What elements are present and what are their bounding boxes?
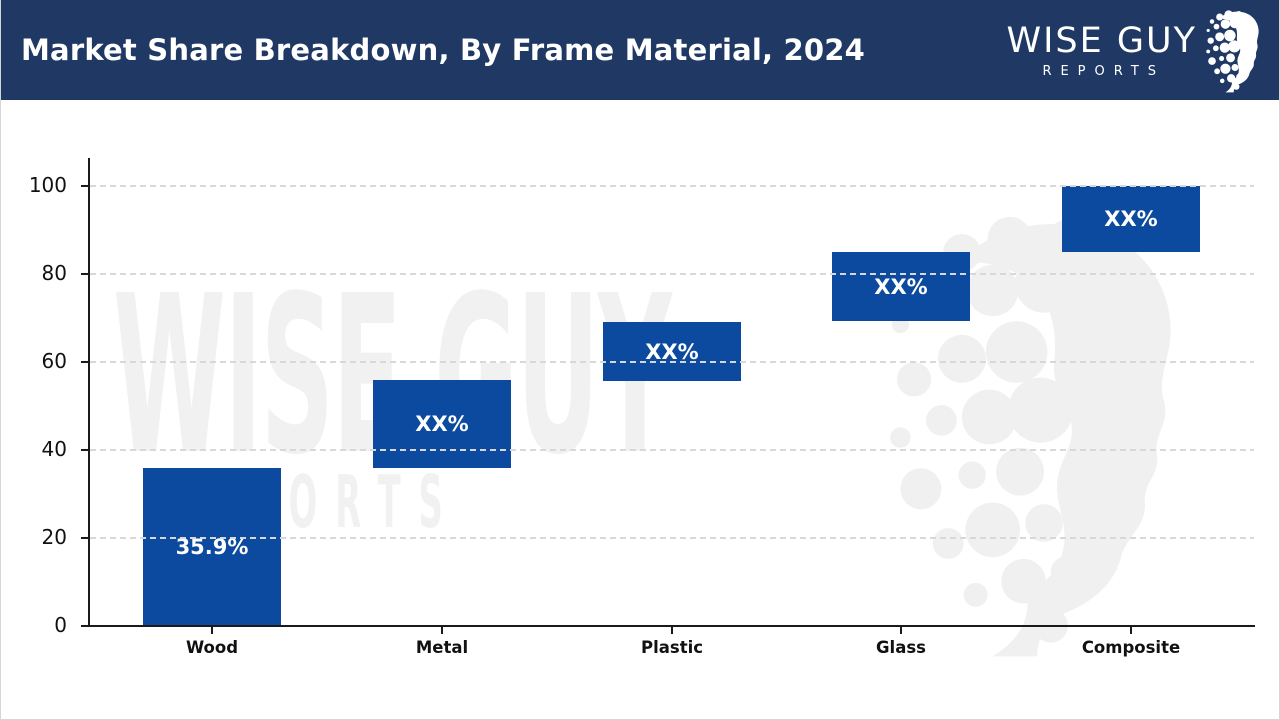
- bar-wood: 35.9%: [143, 468, 281, 626]
- page-title: Market Share Breakdown, By Frame Materia…: [21, 33, 866, 67]
- wiseguy-face-icon: [1203, 10, 1267, 93]
- y-tick-label: 40: [41, 437, 67, 461]
- bar-glass: XX%: [832, 252, 970, 321]
- bar-plastic: XX%: [603, 322, 741, 381]
- bar-value-label: XX%: [874, 274, 928, 299]
- x-tick-mark: [900, 627, 902, 634]
- category-label-plastic: Plastic: [640, 638, 704, 657]
- y-tick-label: 20: [41, 525, 67, 549]
- gridline: [90, 185, 1254, 187]
- category-label-composite: Composite: [1081, 638, 1181, 657]
- y-tick-label: 80: [41, 261, 67, 285]
- category-label-glass: Glass: [876, 638, 926, 657]
- x-tick-mark: [1130, 627, 1132, 634]
- x-axis: [88, 625, 1255, 627]
- wiseguy-logo-text: WISE GUY REPORTS: [1006, 21, 1197, 79]
- x-tick-mark: [211, 627, 213, 634]
- x-tick-mark: [671, 627, 673, 634]
- y-tick-mark: [81, 273, 88, 275]
- bar-value-label: XX%: [1104, 207, 1158, 231]
- header: Market Share Breakdown, By Frame Materia…: [1, 0, 1279, 100]
- logo-subtitle: REPORTS: [1042, 64, 1166, 79]
- bar-value-label: XX%: [415, 412, 469, 436]
- y-tick-mark: [81, 625, 88, 627]
- gridline: [90, 273, 1254, 275]
- bar-composite: XX%: [1062, 186, 1200, 252]
- gridline: [90, 537, 1254, 539]
- x-tick-mark: [441, 627, 443, 634]
- category-label-wood: Wood: [185, 638, 239, 657]
- bar-value-label: XX%: [645, 339, 699, 364]
- y-tick-mark: [81, 361, 88, 363]
- logo-wordmark: WISE GUY: [1006, 21, 1197, 61]
- y-tick-label: 0: [54, 613, 67, 637]
- category-label-metal: Metal: [415, 638, 469, 657]
- bar-value-label: 35.9%: [175, 535, 249, 559]
- y-tick-mark: [81, 537, 88, 539]
- bar-metal: XX%: [373, 380, 511, 468]
- y-tick-mark: [81, 449, 88, 451]
- y-tick-label: 100: [28, 173, 67, 197]
- gridline: [90, 449, 1254, 451]
- wiseguy-logo: WISE GUY REPORTS: [1006, 7, 1267, 95]
- gridline: [90, 361, 1254, 363]
- y-tick-label: 60: [41, 349, 67, 373]
- y-tick-mark: [81, 185, 88, 187]
- y-axis: [88, 158, 90, 627]
